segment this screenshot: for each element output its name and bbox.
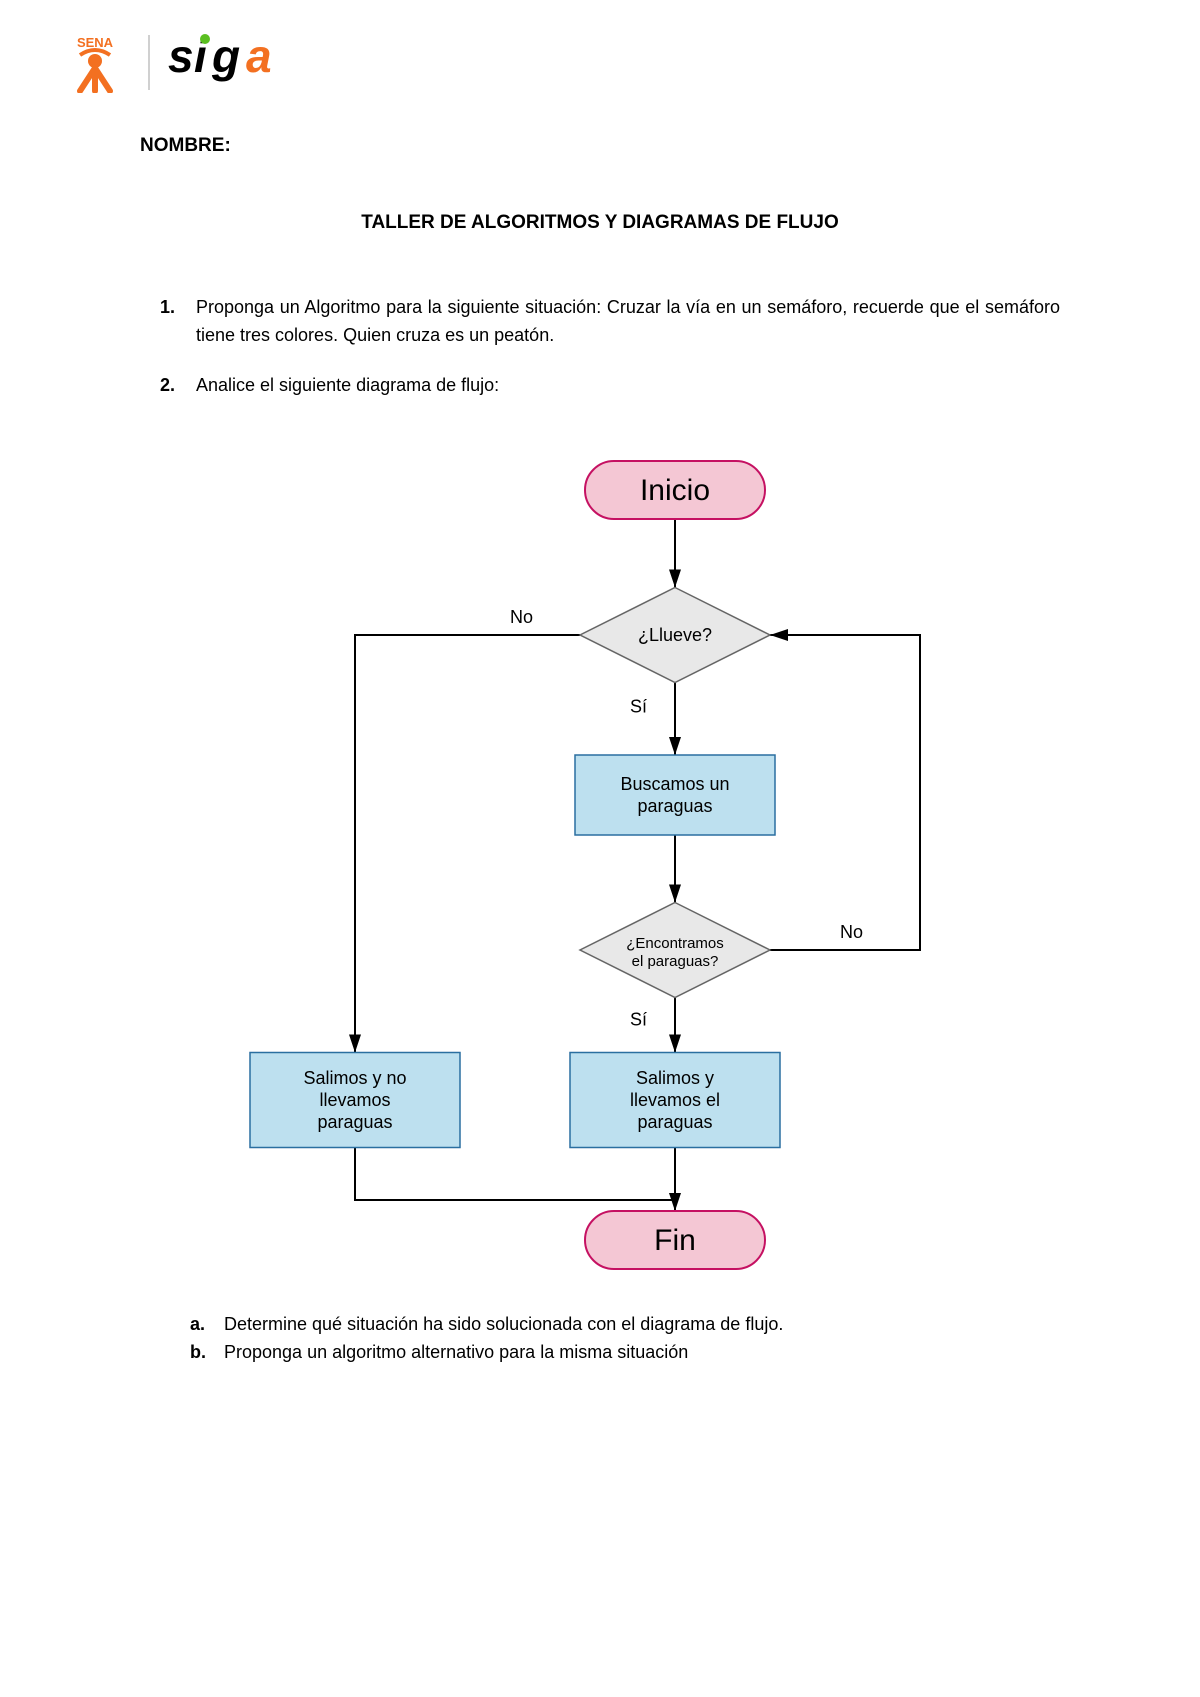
sena-logo-text: SENA [77, 35, 114, 50]
svg-text:Sí: Sí [630, 696, 647, 716]
flowchart-container: NoSíNoSíInicio¿Llueve?Buscamos unparagua… [140, 450, 1060, 1270]
page-title: TALLER DE ALGORITMOS Y DIAGRAMAS DE FLUJ… [140, 212, 1060, 234]
item-2-text: Analice el siguiente diagrama de flujo: [196, 372, 499, 400]
sub-a: a. Determine qué situación ha sido soluc… [190, 1310, 1060, 1339]
svg-text:Salimos y no: Salimos y no [303, 1068, 406, 1088]
sub-b-num: b. [190, 1338, 210, 1367]
svg-text:No: No [510, 607, 533, 627]
nombre-label: NOMBRE: [140, 135, 1060, 157]
main-list: 1. Proponga un Algoritmo para la siguien… [140, 294, 1060, 400]
item-1-text: Proponga un Algoritmo para la siguiente … [196, 294, 1060, 350]
sena-logo: SENA [60, 33, 130, 93]
svg-text:paraguas: paraguas [637, 1112, 712, 1132]
svg-text:Inicio: Inicio [640, 474, 710, 507]
item-2-num: 2. [160, 372, 180, 400]
svg-text:No: No [840, 922, 863, 942]
svg-text:a: a [246, 30, 271, 82]
svg-text:¿Llueve?: ¿Llueve? [638, 625, 712, 645]
svg-text:el paraguas?: el paraguas? [632, 953, 719, 970]
sub-a-text: Determine qué situación ha sido solucion… [224, 1310, 783, 1339]
siga-logo: s i g a [168, 30, 298, 95]
sub-list: a. Determine qué situación ha sido soluc… [140, 1310, 1060, 1368]
document-content: NOMBRE: TALLER DE ALGORITMOS Y DIAGRAMAS… [60, 135, 1140, 1367]
flowchart: NoSíNoSíInicio¿Llueve?Buscamos unparagua… [220, 450, 980, 1270]
item-2: 2. Analice el siguiente diagrama de fluj… [160, 372, 1060, 400]
svg-text:Salimos y: Salimos y [636, 1068, 714, 1088]
svg-text:Sí: Sí [630, 1009, 647, 1029]
logo-divider [148, 35, 150, 90]
svg-text:paraguas: paraguas [637, 796, 712, 816]
sub-b-text: Proponga un algoritmo alternativo para l… [224, 1338, 688, 1367]
svg-text:s: s [168, 30, 193, 82]
svg-text:Fin: Fin [654, 1224, 696, 1257]
svg-text:g: g [211, 30, 240, 82]
item-1: 1. Proponga un Algoritmo para la siguien… [160, 294, 1060, 350]
svg-text:llevamos: llevamos [319, 1090, 390, 1110]
header-logos: SENA s i g a [60, 30, 1140, 95]
item-1-num: 1. [160, 294, 180, 350]
svg-text:llevamos el: llevamos el [630, 1090, 720, 1110]
svg-text:paraguas: paraguas [317, 1112, 392, 1132]
svg-text:¿Encontramos: ¿Encontramos [626, 935, 724, 952]
sub-b: b. Proponga un algoritmo alternativo par… [190, 1338, 1060, 1367]
sub-a-num: a. [190, 1310, 210, 1339]
svg-text:Buscamos un: Buscamos un [620, 774, 729, 794]
